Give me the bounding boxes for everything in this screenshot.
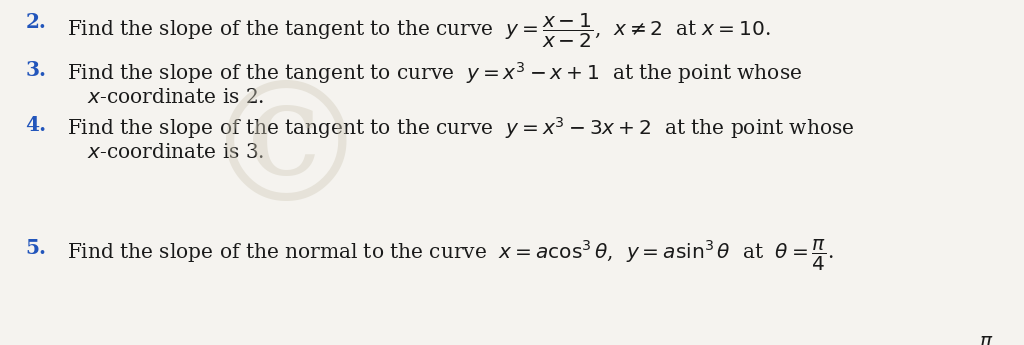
Text: Find the slope of the tangent to the curve  $y = \dfrac{x-1}{x-2}$,  $x \neq 2$ : Find the slope of the tangent to the cur… bbox=[67, 12, 770, 50]
Text: Find the slope of the tangent to curve  $y = x^3 - x + 1$  at the point whose: Find the slope of the tangent to curve $… bbox=[67, 60, 802, 86]
Text: $x$-coordinate is 3.: $x$-coordinate is 3. bbox=[87, 143, 264, 162]
Text: Find the slope of the tangent to the curve  $y = x^3 - 3x + 2$  at the point who: Find the slope of the tangent to the cur… bbox=[67, 115, 854, 141]
Text: ©: © bbox=[204, 75, 370, 236]
Text: 5.: 5. bbox=[26, 238, 47, 258]
Text: 3.: 3. bbox=[26, 60, 47, 80]
Text: 4.: 4. bbox=[26, 115, 47, 135]
Text: $x$-coordinate is 2.: $x$-coordinate is 2. bbox=[87, 88, 264, 107]
Text: 2.: 2. bbox=[26, 12, 46, 32]
Text: $\pi$: $\pi$ bbox=[979, 332, 993, 345]
Text: Find the slope of the normal to the curve  $x = a\cos^3\theta$,  $y = a\sin^3\th: Find the slope of the normal to the curv… bbox=[67, 238, 834, 273]
